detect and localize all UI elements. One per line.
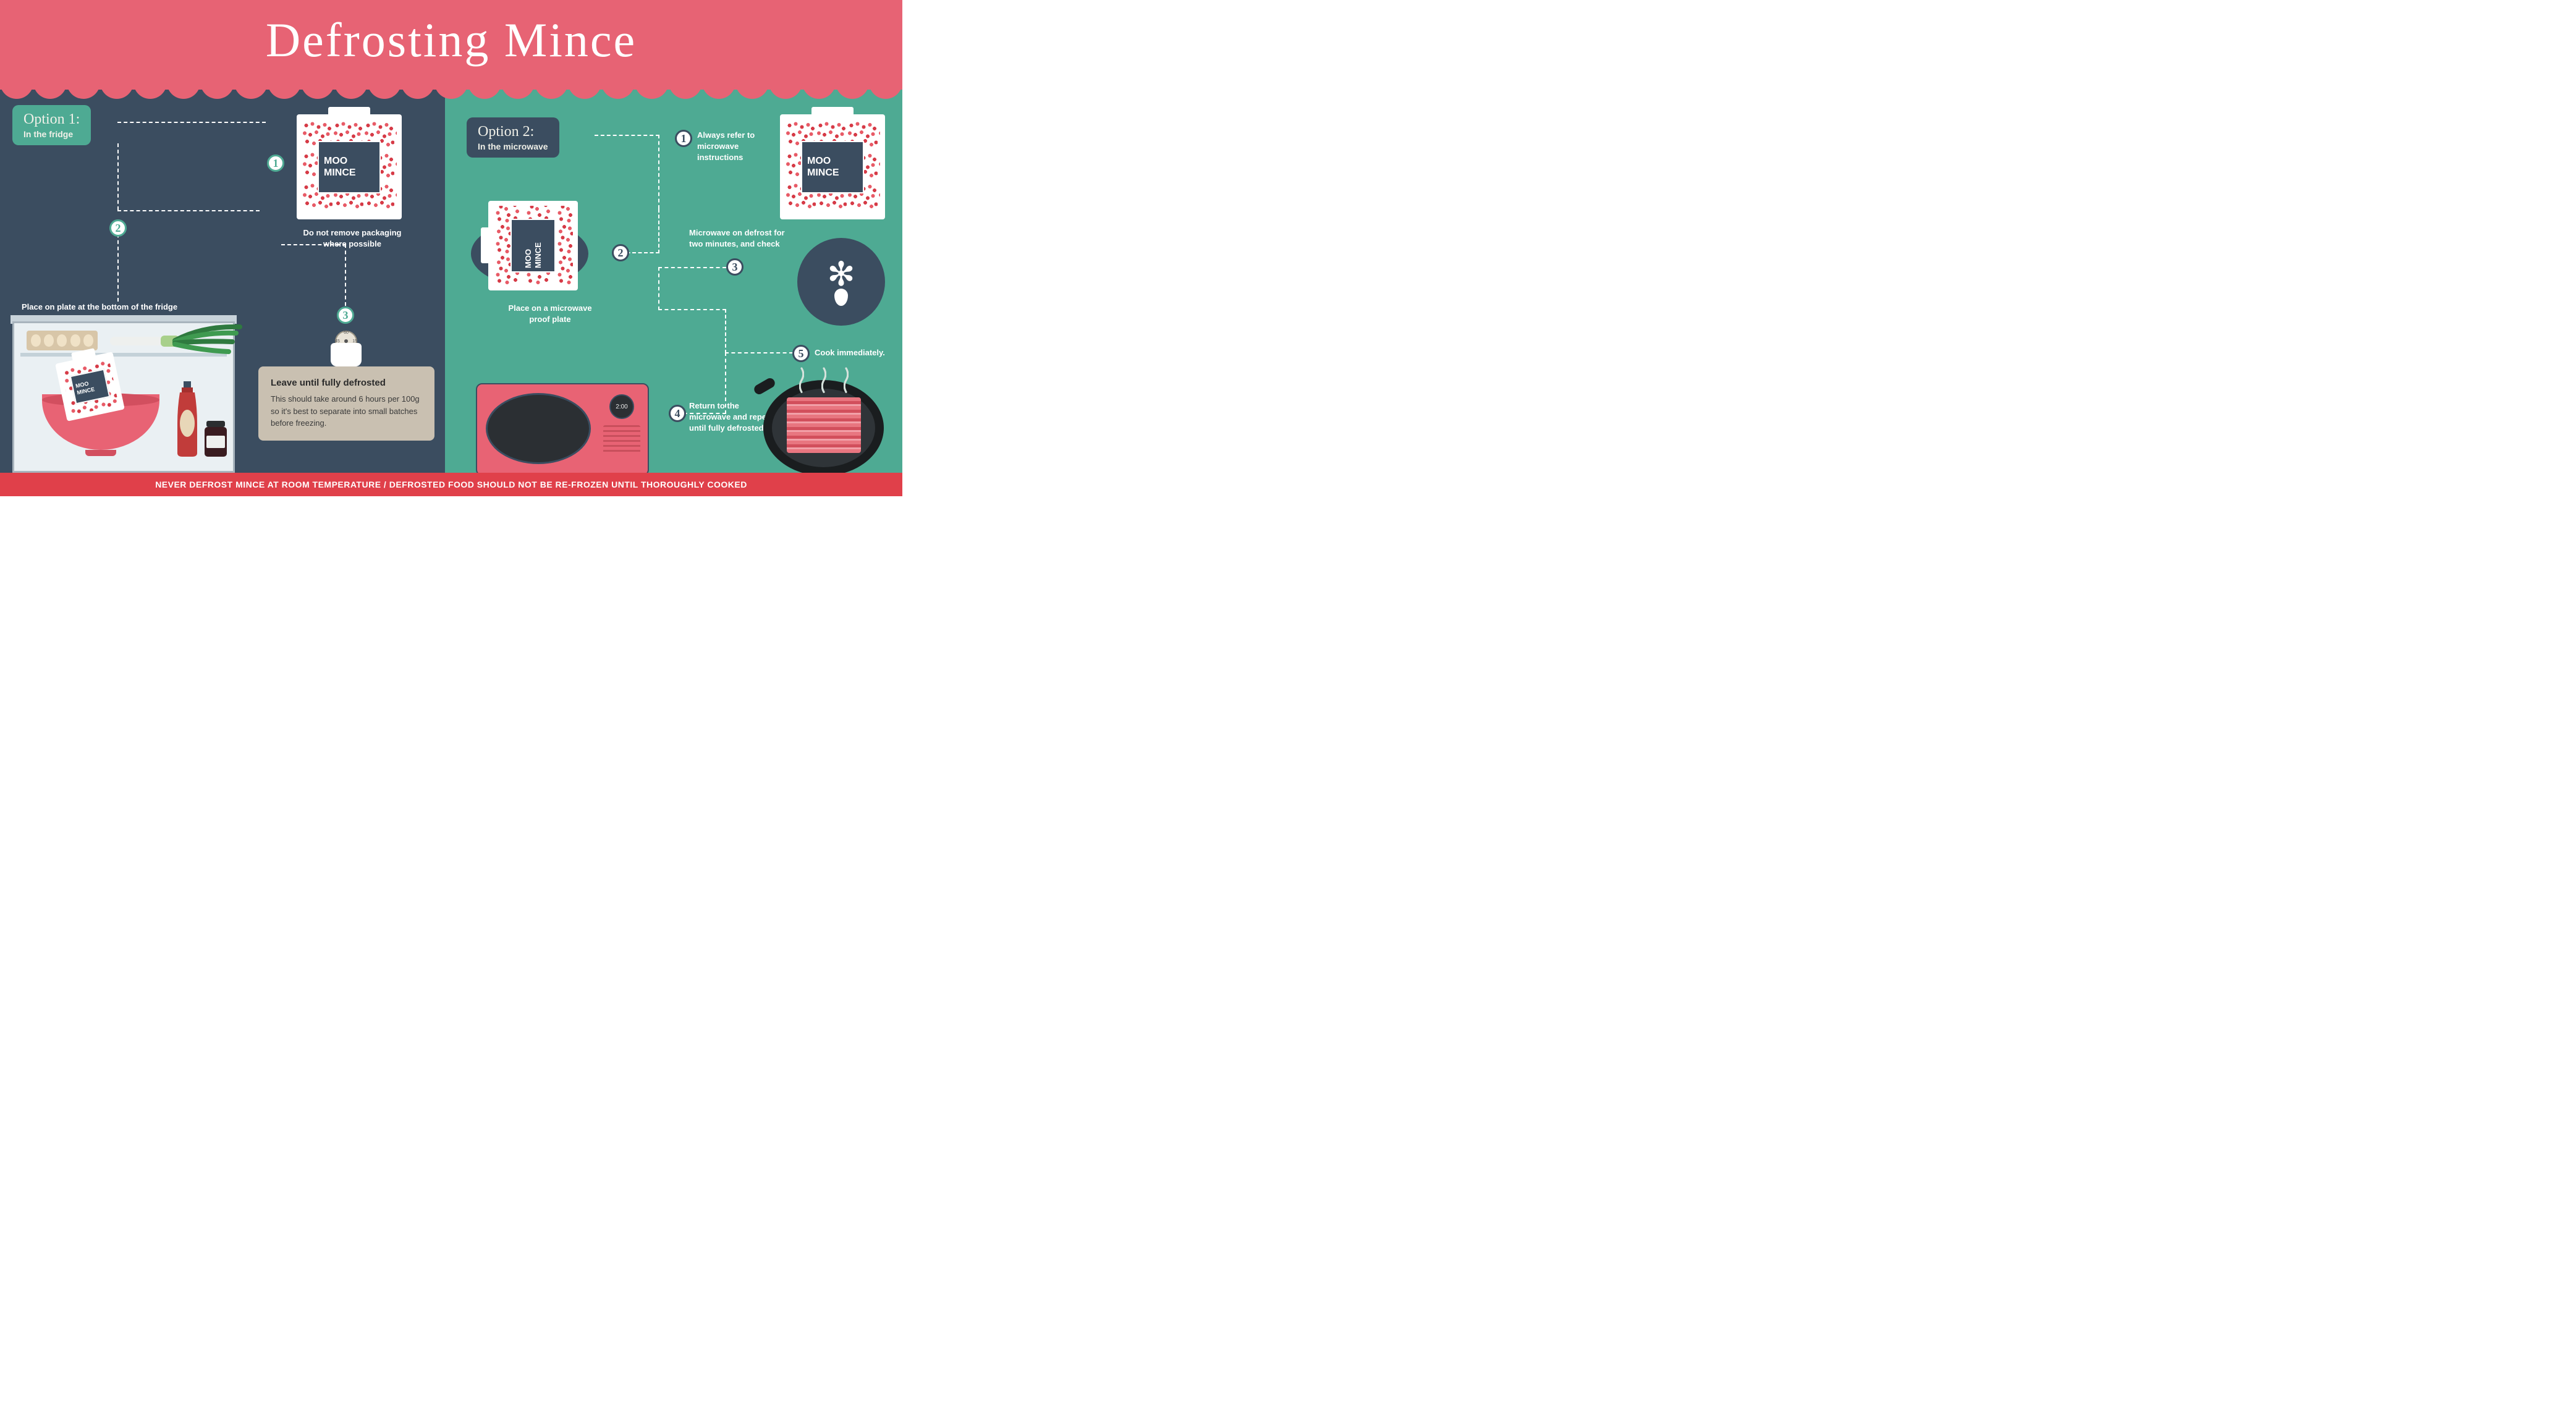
connector xyxy=(725,309,726,353)
step-badge-3b: 3 xyxy=(726,258,744,276)
option-1-title: Option 1: xyxy=(23,111,80,128)
connector xyxy=(117,122,266,123)
step-badge-1b: 1 xyxy=(675,130,692,147)
droplet-icon xyxy=(834,289,848,306)
microwave-display: 2:00 xyxy=(609,394,634,419)
mince-pack-icon: MOOMINCE xyxy=(780,114,885,219)
step-badge-3: 3 xyxy=(337,307,354,324)
footer-warning: NEVER DEFROST MINCE AT ROOM TEMPERATURE … xyxy=(155,480,747,489)
connector xyxy=(725,352,793,353)
step-badge-4b: 4 xyxy=(669,405,686,422)
frying-pan-icon xyxy=(757,368,890,476)
step-badge-2: 2 xyxy=(109,219,127,237)
step-3-title: Leave until fully defrosted xyxy=(271,378,422,388)
step-3-body: This should take around 6 hours per 100g… xyxy=(271,393,422,429)
option-2-badge: Option 2: In the microwave xyxy=(467,117,559,158)
leek-icon xyxy=(110,323,246,357)
connector xyxy=(595,135,659,136)
option-2-subtitle: In the microwave xyxy=(478,142,548,151)
connector xyxy=(658,267,726,268)
connector xyxy=(117,210,260,211)
scallop-border xyxy=(0,82,902,100)
fridge-icon: MOOMINCE xyxy=(12,321,235,473)
timer-icon: 60 45 15 xyxy=(331,331,362,366)
steam-icon xyxy=(799,365,804,396)
connector xyxy=(117,227,119,302)
option-2-title: Option 2: xyxy=(478,124,548,140)
steam-icon xyxy=(821,365,826,396)
steam-icon xyxy=(844,365,849,396)
mince-pack-icon: MOOMINCE xyxy=(297,114,402,219)
footer-band: NEVER DEFROST MINCE AT ROOM TEMPERATURE … xyxy=(0,473,902,496)
option-1-subtitle: In the fridge xyxy=(23,129,80,139)
option-1-badge: Option 1: In the fridge xyxy=(12,105,91,145)
step-5b-text: Cook immediately. xyxy=(815,347,895,358)
connector xyxy=(345,244,346,306)
ketchup-bottle-icon xyxy=(174,380,201,457)
defrost-icon: ✻ xyxy=(797,238,885,326)
connector xyxy=(725,352,726,414)
connector xyxy=(281,244,346,245)
connector xyxy=(658,309,726,310)
cooking-mince-icon xyxy=(787,397,861,453)
step-badge-5b: 5 xyxy=(792,345,810,362)
snowflake-icon: ✻ xyxy=(827,258,855,291)
step-3b-text: Microwave on defrost for two minutes, an… xyxy=(689,227,797,250)
infographic-root: Defrosting Mince Option 1: In the fridge… xyxy=(0,0,902,496)
egg-carton-icon xyxy=(27,331,98,350)
step-badge-1: 1 xyxy=(267,154,284,172)
main-title: Defrosting Mince xyxy=(0,12,902,68)
connector xyxy=(658,209,659,253)
mince-pack-on-plate-icon: MOOMINCE xyxy=(488,201,578,290)
step-1b-text: Always refer to microwave instructions xyxy=(697,130,765,164)
connector xyxy=(658,135,659,209)
step-badge-2b: 2 xyxy=(612,244,629,261)
step-3-callout: Leave until fully defrosted This should … xyxy=(258,366,434,441)
step-1-text: Do not remove packaging where possible xyxy=(290,227,414,250)
connector xyxy=(658,267,659,310)
microwave-icon: 2:00 xyxy=(476,383,649,476)
step-2b-text: Place on a microwave proof plate xyxy=(498,303,603,325)
step-2-text: Place on plate at the bottom of the frid… xyxy=(22,302,232,313)
bowl-icon: MOOMINCE xyxy=(42,382,159,456)
jam-jar-icon xyxy=(203,421,229,458)
connector xyxy=(117,143,119,210)
